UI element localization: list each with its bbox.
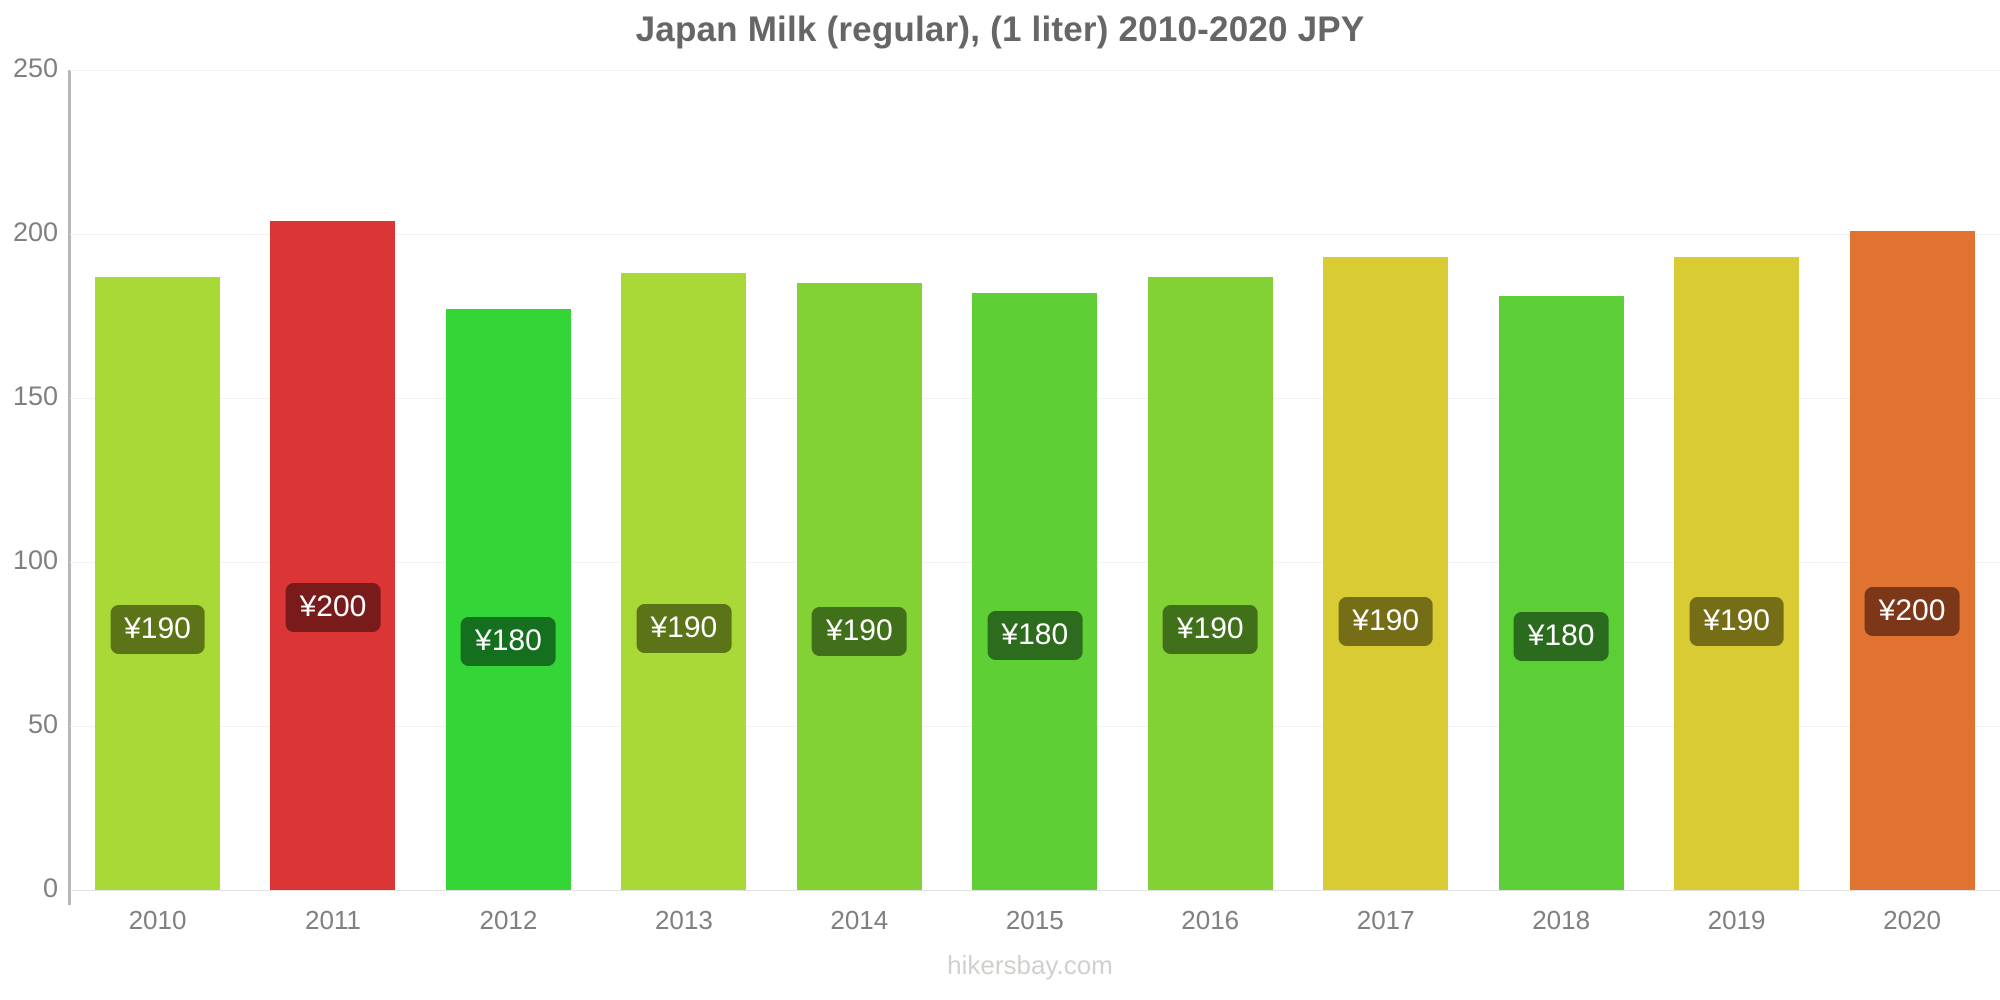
y-axis-tick-label: 50	[27, 709, 58, 739]
bar-value-label: ¥200	[1864, 587, 1960, 636]
y-axis-tick-label: 200	[12, 217, 58, 247]
bar-value-label: ¥190	[636, 604, 732, 653]
bar-value-label: ¥180	[987, 611, 1083, 660]
bar-2012[interactable]: ¥180	[445, 309, 571, 890]
gridline	[70, 70, 2000, 71]
bar-2017[interactable]: ¥190	[1323, 256, 1449, 890]
x-axis-tick-label: 2016	[1181, 905, 1240, 935]
x-axis-tick-label: 2012	[479, 905, 538, 935]
x-axis-tick-label: 2017	[1356, 905, 1415, 935]
bar-rect	[95, 276, 220, 890]
y-axis-line	[68, 70, 71, 905]
bar-value-label: ¥180	[461, 617, 556, 666]
bar-2016[interactable]: ¥190	[1147, 276, 1273, 890]
bar-rect	[972, 293, 1098, 890]
x-axis-tick-label: 2010	[128, 905, 187, 935]
bar-2019[interactable]: ¥190	[1674, 256, 1800, 890]
bar-2013[interactable]: ¥190	[621, 273, 747, 890]
x-axis-tick-label: 2011	[304, 905, 361, 935]
gridline	[70, 890, 2000, 891]
x-axis-tick-label: 2013	[654, 905, 713, 935]
bar-value-label: ¥190	[811, 607, 907, 656]
bar-2014[interactable]: ¥190	[796, 283, 922, 890]
footer-credit: hikersbay.com	[947, 950, 1113, 980]
bar-value-label: ¥200	[285, 583, 381, 632]
x-axis-tick-label: 2014	[830, 905, 889, 935]
bar-2011[interactable]: ¥200	[270, 220, 396, 890]
bar-rect	[1147, 276, 1273, 890]
gridline	[70, 234, 2000, 235]
x-axis-tick-label: 2019	[1707, 905, 1766, 935]
bar-2010[interactable]: ¥190	[95, 276, 220, 890]
bar-rect	[270, 220, 396, 890]
bar-value-label: ¥190	[110, 605, 205, 654]
bar-2018[interactable]: ¥180	[1498, 296, 1624, 890]
bar-2015[interactable]: ¥180	[972, 293, 1098, 890]
bar-value-label: ¥190	[1689, 597, 1784, 646]
y-axis-tick-label: 250	[12, 53, 58, 83]
chart-title: Japan Milk (regular), (1 liter) 2010-202…	[635, 10, 1365, 49]
bar-rect	[1849, 230, 1975, 890]
y-axis-tick-label: 150	[12, 381, 58, 411]
bar-value-label: ¥180	[1513, 612, 1609, 661]
bar-value-label: ¥190	[1162, 605, 1258, 654]
bar-rect	[445, 309, 571, 890]
bar-rect	[1498, 296, 1624, 890]
bar-rect	[621, 273, 747, 890]
y-axis-tick-label: 100	[12, 545, 58, 575]
bar-rect	[796, 283, 922, 890]
x-axis-tick-label: 2015	[1005, 905, 1064, 935]
bar-2020[interactable]: ¥200	[1849, 230, 1975, 890]
x-axis-tick-label: 2020	[1883, 905, 1941, 935]
bar-value-label: ¥190	[1338, 597, 1434, 646]
x-axis-tick-label: 2018	[1532, 905, 1591, 935]
y-axis-tick-label: 0	[42, 873, 58, 903]
bar-rect	[1674, 256, 1800, 890]
plot-area: ¥190 ¥200 ¥180 ¥190 ¥190 ¥180 ¥190 ¥190 ¥180 ¥190…	[70, 70, 2000, 890]
bar-rect	[1323, 256, 1449, 890]
